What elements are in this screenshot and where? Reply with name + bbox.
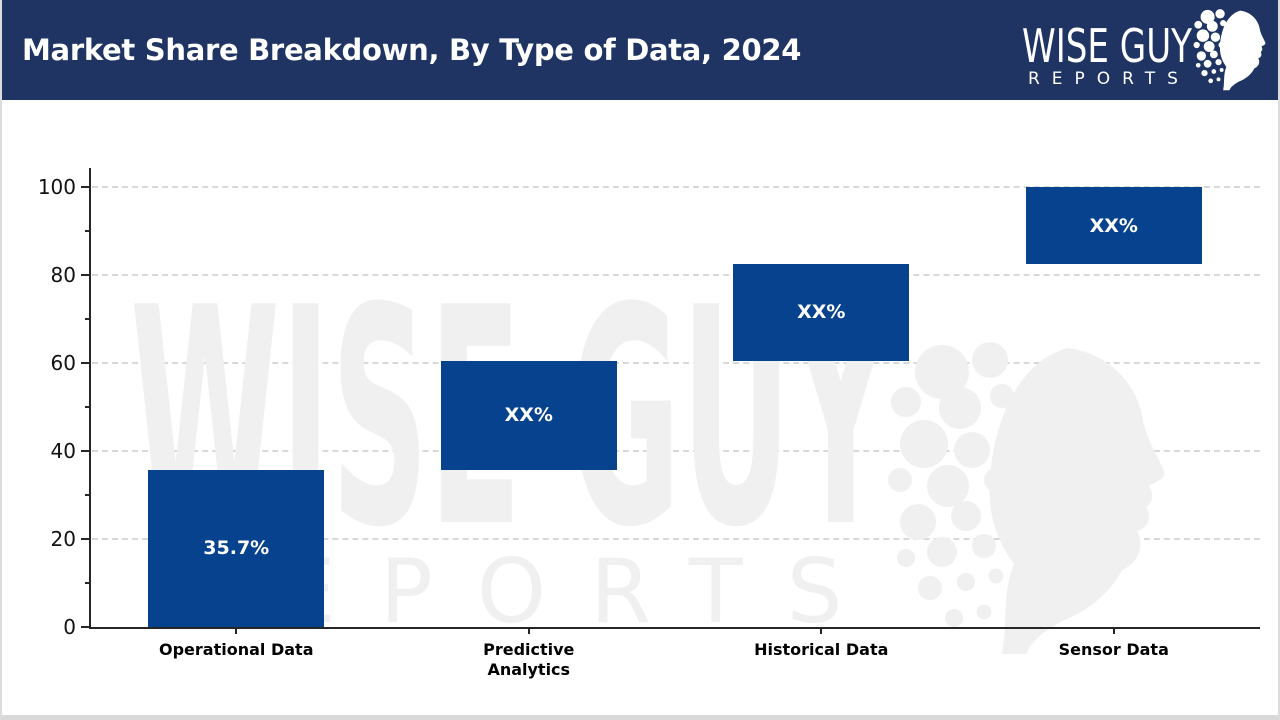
page-title: Market Share Breakdown, By Type of Data,… [22, 33, 802, 67]
x-category-label: Sensor Data [1058, 640, 1169, 659]
y-gridline [92, 186, 1260, 188]
y-gridline [92, 450, 1260, 452]
bar-segment: XX% [440, 360, 617, 470]
y-tick-minor [85, 406, 90, 408]
y-tick-major [81, 450, 90, 452]
logo-sub-text: REPORTS [1028, 69, 1190, 89]
x-tick [820, 627, 823, 634]
y-tick-label: 100 [37, 175, 76, 199]
y-tick-label: 80 [50, 263, 76, 287]
bar-value-label: XX% [504, 404, 553, 427]
chart-area: WISE GUY REPORTS 0 20 40 60 80 100 35.7% Operat… [2, 100, 1278, 715]
logo-brand-text: WISE GUY [1022, 19, 1193, 73]
y-tick-label: 20 [50, 527, 76, 551]
y-tick-major [81, 274, 90, 276]
logo-head-icon [1193, 9, 1266, 91]
y-tick-label: 40 [50, 439, 76, 463]
bar-value-label: 35.7% [203, 537, 270, 560]
footer-strip [2, 715, 1278, 720]
x-tick [235, 627, 238, 634]
y-tick-major [81, 538, 90, 540]
x-category-label: Historical Data [754, 640, 889, 659]
wise-guy-logo: WISE GUY REPORTS [1022, 9, 1266, 91]
bar-value-label: XX% [1089, 214, 1138, 237]
x-tick [1112, 627, 1115, 634]
y-axis-line [89, 168, 91, 629]
y-tick-minor [85, 230, 90, 232]
y-tick-label: 60 [50, 351, 76, 375]
y-tick-major [81, 626, 90, 628]
x-category-label: Operational Data [159, 640, 314, 659]
y-tick-label: 0 [63, 615, 76, 639]
y-tick-minor [85, 582, 90, 584]
bar-segment: XX% [733, 264, 910, 361]
y-gridline [92, 538, 1260, 540]
y-gridline [92, 274, 1260, 276]
y-tick-major [81, 186, 90, 188]
x-category-label: Predictive Analytics [483, 640, 575, 679]
y-tick-minor [85, 494, 90, 496]
bar-segment: XX% [1025, 187, 1202, 264]
y-tick-major [81, 362, 90, 364]
header-bar: Market Share Breakdown, By Type of Data,… [2, 0, 1278, 100]
y-tick-minor [85, 318, 90, 320]
bar-value-label: XX% [797, 301, 846, 324]
x-tick [527, 627, 530, 634]
bar-segment: 35.7% [148, 469, 325, 627]
y-gridline [92, 362, 1260, 364]
x-axis-line [89, 627, 1260, 629]
watermark-head-icon [888, 342, 1165, 654]
